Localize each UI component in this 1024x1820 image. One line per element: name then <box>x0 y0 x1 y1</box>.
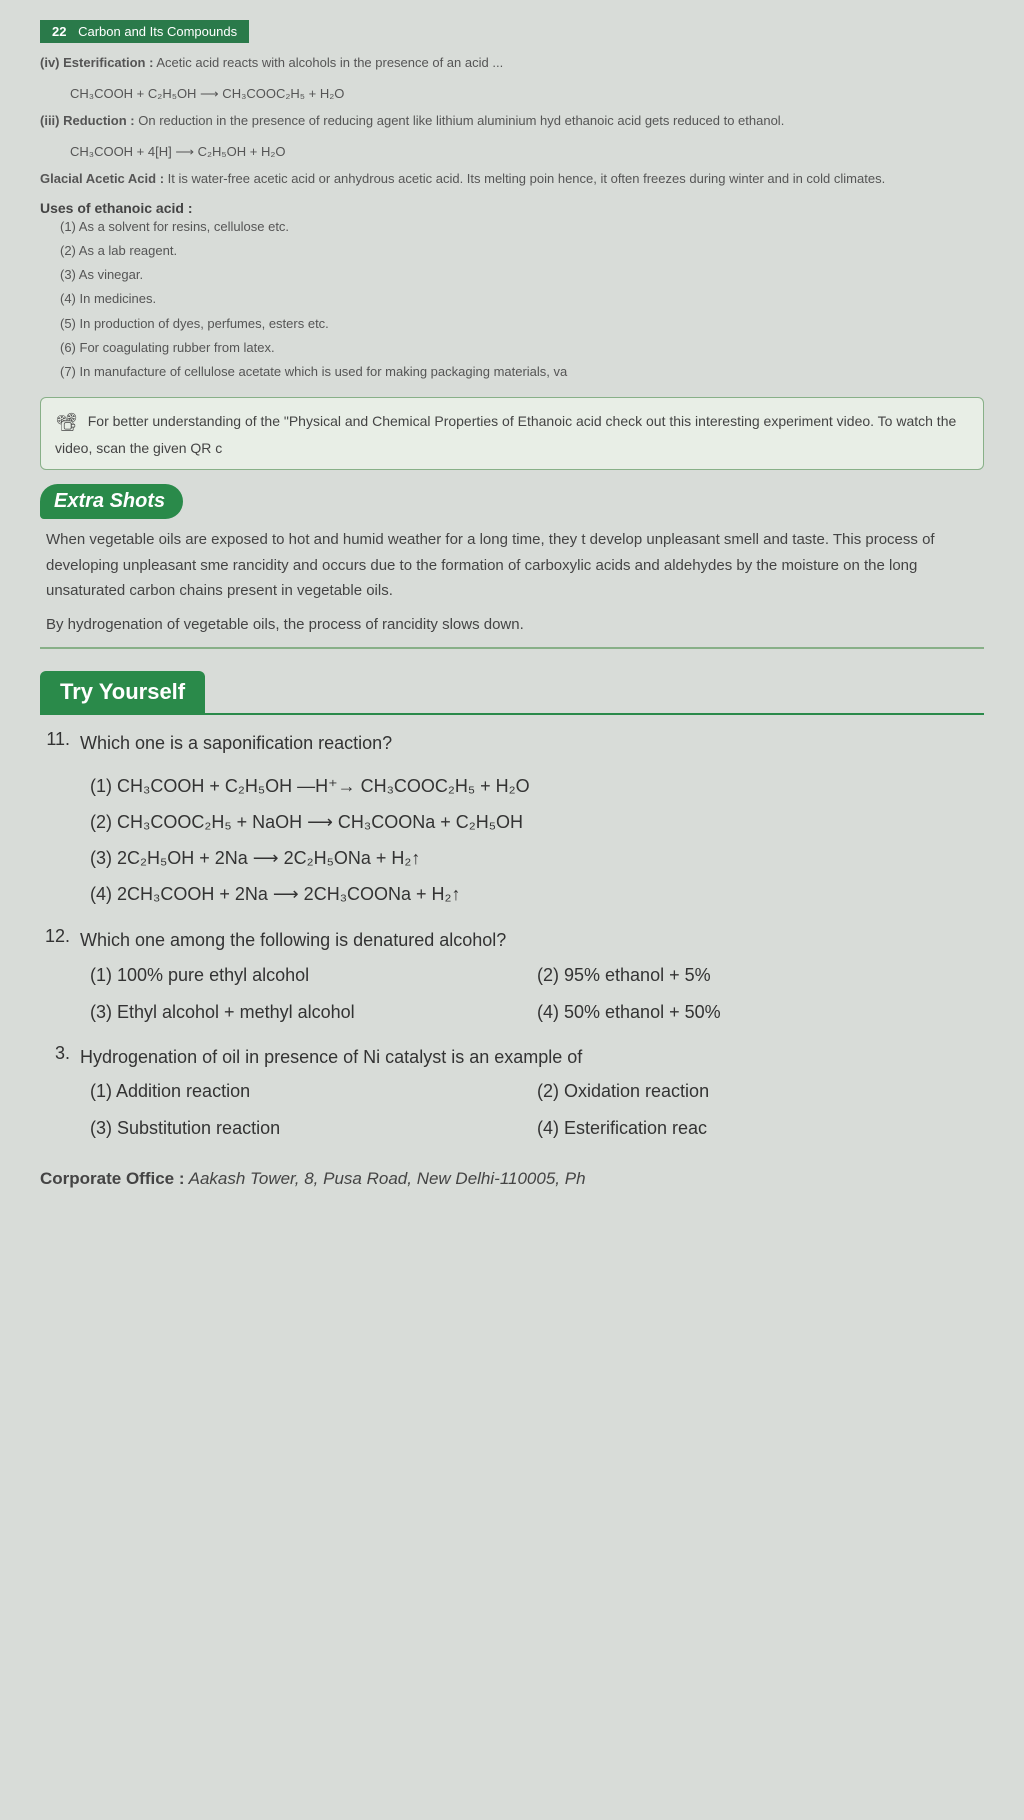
option: (2) CH₃COOC₂H₅ + NaOH ⟶ CH₃COONa + C₂H₅O… <box>90 804 984 840</box>
esterification-line: (iv) Esterification : Acetic acid reacts… <box>40 53 984 74</box>
q-num: 12. <box>40 926 80 955</box>
list-item: (6) For coagulating rubber from latex. <box>60 337 984 359</box>
list-item: (5) In production of dyes, perfumes, est… <box>60 313 984 335</box>
callout-text: For better understanding of the "Physica… <box>55 413 956 456</box>
option: (2) Oxidation reaction <box>537 1081 984 1102</box>
q-text: Which one among the following is denatur… <box>80 926 984 955</box>
reduction-line: (iii) Reduction : On reduction in the pr… <box>40 111 984 132</box>
extra-shots-content: When vegetable oils are exposed to hot a… <box>40 527 984 649</box>
page-header: 22 Carbon and Its Compounds <box>40 20 249 43</box>
option: (3) Ethyl alcohol + methyl alcohol <box>90 1002 537 1023</box>
chapter-title: Carbon and Its Compounds <box>78 24 237 39</box>
glacial-line: Glacial Acetic Acid : It is water-free a… <box>40 169 984 190</box>
question-11: 11. Which one is a saponification reacti… <box>40 729 984 758</box>
try-yourself-badge: Try Yourself <box>40 671 205 713</box>
list-item: (3) As vinegar. <box>60 264 984 286</box>
q-num: 11. <box>40 729 80 758</box>
questions-block: 11. Which one is a saponification reacti… <box>40 713 984 1139</box>
esterification-formula: CH₃COOH + C₂H₅OH ⟶ CH₃COOC₂H₅ + H₂O <box>70 82 984 105</box>
footer-text: Aakash Tower, 8, Pusa Road, New Delhi-11… <box>185 1169 586 1188</box>
q12-options: (1) 100% pure ethyl alcohol (2) 95% etha… <box>90 965 984 1023</box>
question-12: 12. Which one among the following is den… <box>40 926 984 955</box>
extra-shots-para1: When vegetable oils are exposed to hot a… <box>46 527 978 604</box>
option: (2) 95% ethanol + 5% <box>537 965 984 986</box>
extra-shots-badge: Extra Shots <box>40 484 183 519</box>
option: (4) 50% ethanol + 50% <box>537 1002 984 1023</box>
video-icon: 📽 <box>55 408 78 437</box>
list-item: (7) In manufacture of cellulose acetate … <box>60 361 984 383</box>
list-item: (2) As a lab reagent. <box>60 240 984 262</box>
option: (3) 2C₂H₅OH + 2Na ⟶ 2C₂H₅ONa + H₂↑ <box>90 840 984 876</box>
option: (1) CH₃COOH + C₂H₅OH —H⁺→ CH₃COOC₂H₅ + H… <box>90 768 984 804</box>
extra-shots-para2: By hydrogenation of vegetable oils, the … <box>46 612 978 638</box>
q-text: Hydrogenation of oil in presence of Ni c… <box>80 1043 984 1072</box>
q-text: Which one is a saponification reaction? <box>80 729 984 758</box>
uses-list: (1) As a solvent for resins, cellulose e… <box>60 216 984 383</box>
option: (1) Addition reaction <box>90 1081 537 1102</box>
list-item: (4) In medicines. <box>60 288 984 310</box>
question-13: 3. Hydrogenation of oil in presence of N… <box>40 1043 984 1072</box>
uses-heading: Uses of ethanoic acid : <box>40 200 984 216</box>
option: (1) 100% pure ethyl alcohol <box>90 965 537 986</box>
video-callout: 📽 For better understanding of the "Physi… <box>40 397 984 470</box>
footer: Corporate Office : Aakash Tower, 8, Pusa… <box>40 1169 984 1189</box>
option: (3) Substitution reaction <box>90 1118 537 1139</box>
option: (4) 2CH₃COOH + 2Na ⟶ 2CH₃COONa + H₂↑ <box>90 876 984 912</box>
reduction-formula: CH₃COOH + 4[H] ⟶ C₂H₅OH + H₂O <box>70 140 984 163</box>
q13-options: (1) Addition reaction (2) Oxidation reac… <box>90 1081 984 1139</box>
footer-label: Corporate Office : <box>40 1169 185 1188</box>
q-num: 3. <box>40 1043 80 1072</box>
option: (4) Esterification reac <box>537 1118 984 1139</box>
list-item: (1) As a solvent for resins, cellulose e… <box>60 216 984 238</box>
page-number: 22 <box>52 24 66 39</box>
q11-options: (1) CH₃COOH + C₂H₅OH —H⁺→ CH₃COOC₂H₅ + H… <box>90 768 984 912</box>
